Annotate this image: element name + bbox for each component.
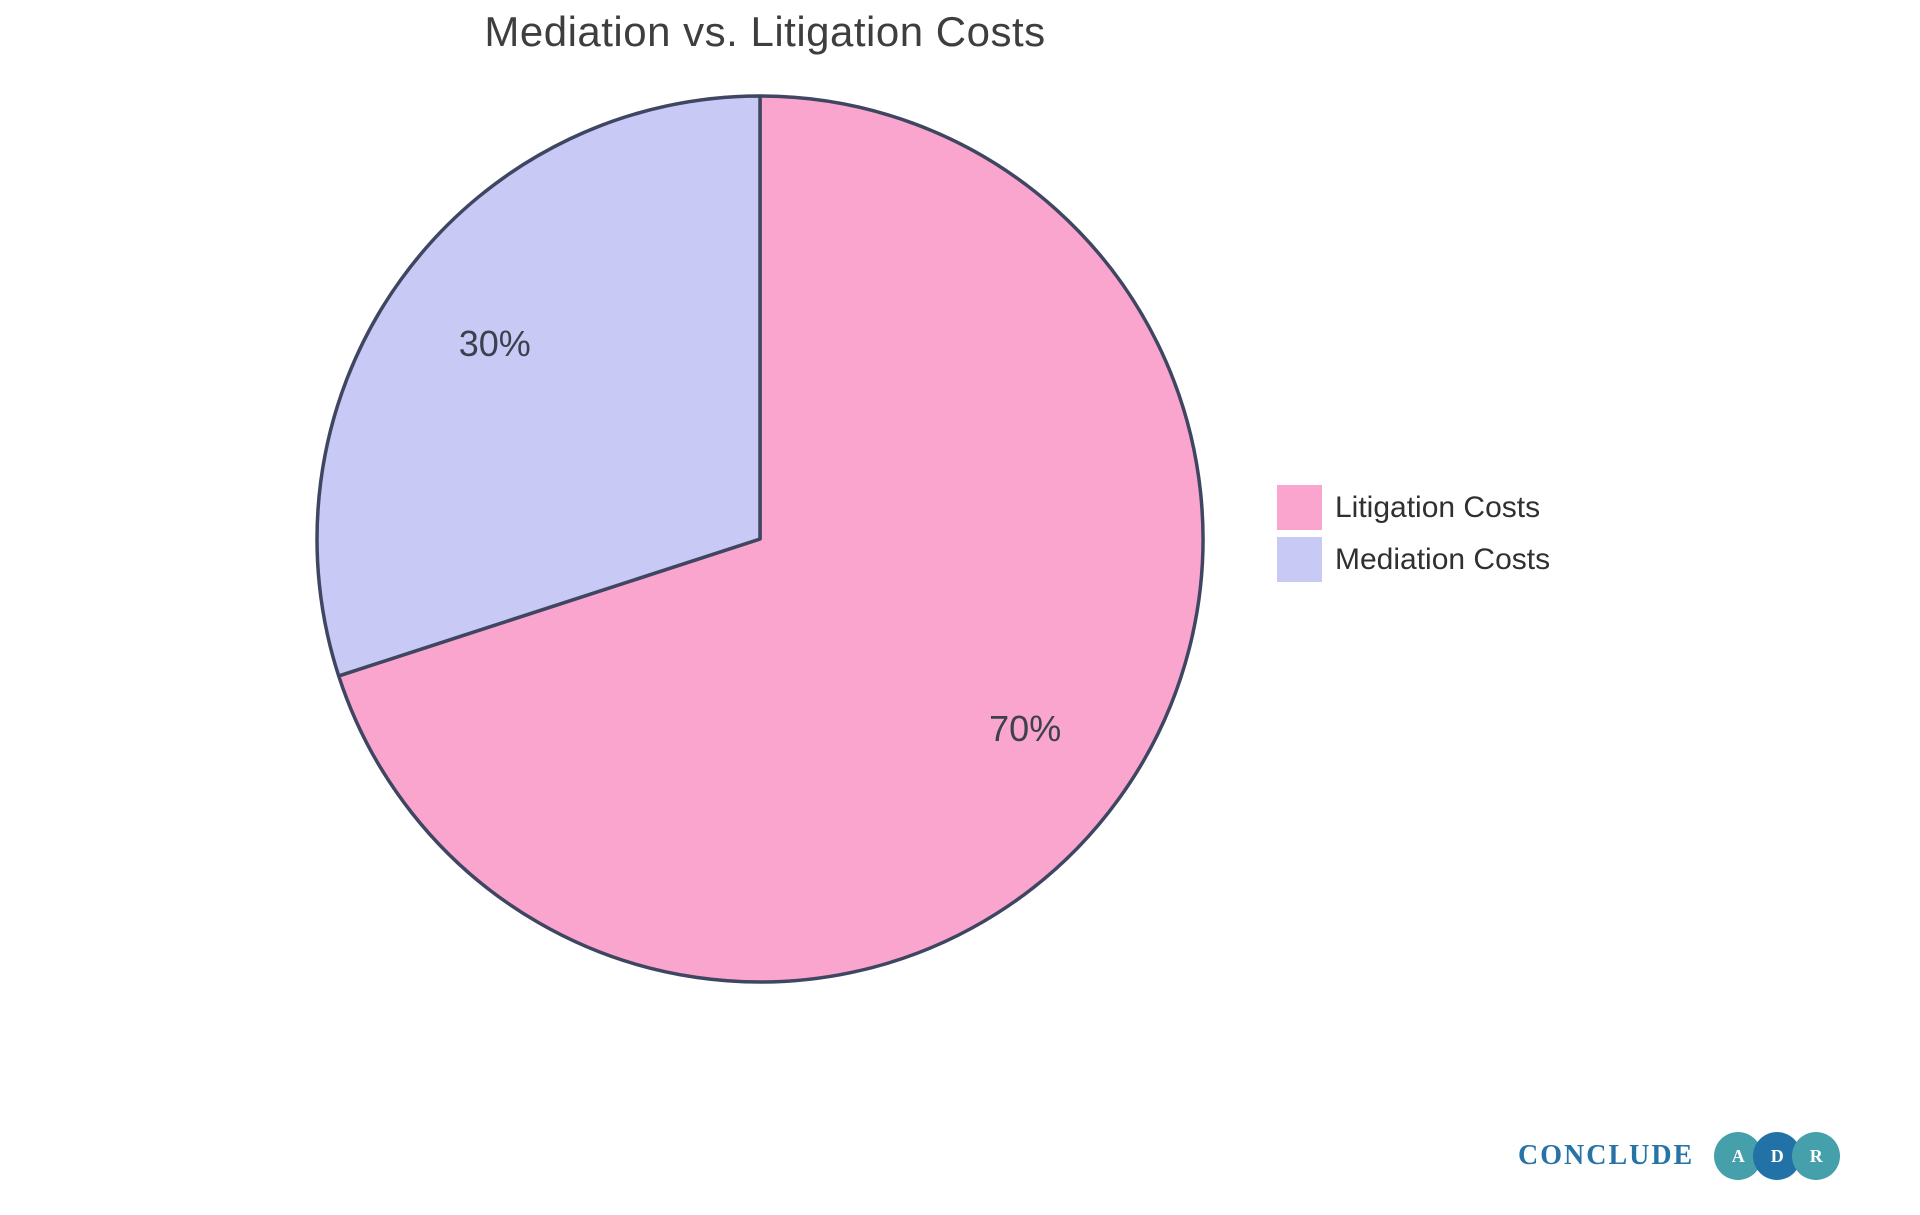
legend-swatch-mediation-costs xyxy=(1277,537,1322,582)
pie-slice-percentage-label: 70% xyxy=(989,708,1061,749)
legend-swatch-litigation-costs xyxy=(1277,485,1322,530)
brand-logo: CONCLUDE A D R xyxy=(1518,1132,1841,1180)
legend: Litigation Costs Mediation Costs xyxy=(1277,485,1550,589)
chart-title: Mediation vs. Litigation Costs xyxy=(484,8,1046,55)
pie-slice-mediation-costs xyxy=(315,94,762,678)
pie-slice-litigation-costs xyxy=(336,94,1205,984)
brand-badge-r-icon: R xyxy=(1792,1132,1841,1180)
legend-label-mediation-costs: Mediation Costs xyxy=(1335,542,1551,576)
pie-slice-percentage-label: 30% xyxy=(459,323,531,364)
brand-wordmark: CONCLUDE xyxy=(1518,1140,1695,1171)
legend-item-mediation-costs: Mediation Costs xyxy=(1277,537,1550,582)
legend-label-litigation-costs: Litigation Costs xyxy=(1335,490,1541,524)
legend-item-litigation-costs: Litigation Costs xyxy=(1277,485,1550,530)
